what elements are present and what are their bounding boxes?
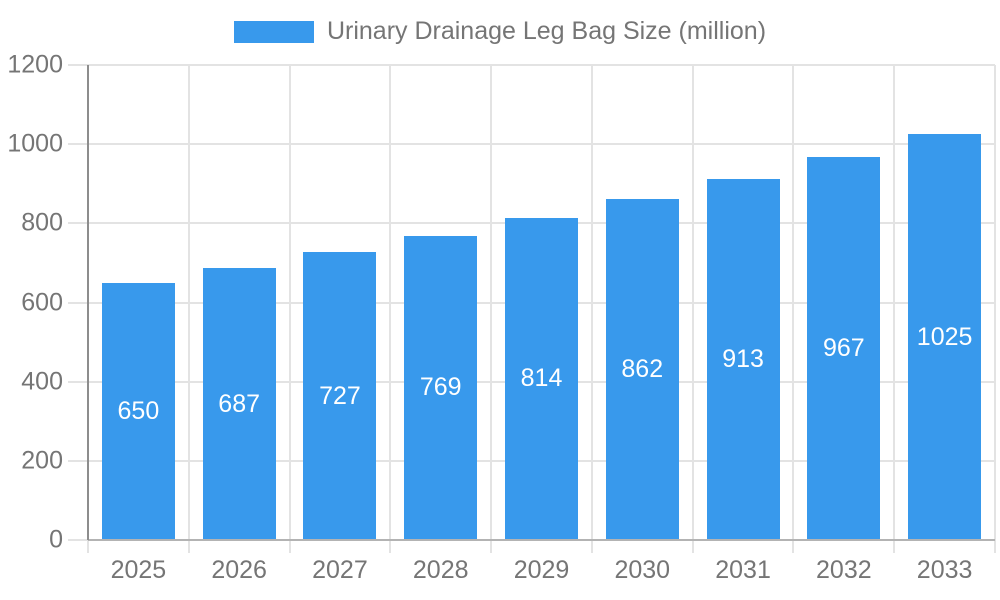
x-axis-label: 2026 (211, 556, 267, 584)
x-axis-label: 2025 (110, 556, 167, 584)
x-axis-label: 2031 (715, 556, 771, 584)
x-gridline (288, 65, 291, 540)
x-axis-tick (893, 540, 896, 553)
y-axis-tick (68, 64, 88, 66)
y-axis-label: 1200 (7, 50, 63, 79)
bar-2026[interactable]: 687 (202, 268, 276, 540)
x-axis-label: 2027 (312, 556, 368, 584)
bar-value-label: 862 (621, 354, 664, 383)
x-axis-label: 2032 (816, 556, 872, 584)
y-axis-label: 200 (21, 446, 63, 475)
x-axis-tick (87, 540, 89, 553)
x-axis-label: 2030 (614, 556, 671, 584)
bar-2025[interactable]: 650 (101, 282, 175, 540)
legend-label[interactable]: Urinary Drainage Leg Bag Size (million) (326, 17, 767, 45)
bar-value-label: 1025 (916, 322, 973, 351)
bar-2032[interactable]: 967 (807, 157, 881, 540)
x-gridline (590, 65, 593, 540)
y-axis-tick (68, 459, 88, 462)
y-axis-tick (68, 143, 88, 146)
y-axis-label: 600 (21, 288, 63, 316)
x-gridline (792, 65, 795, 540)
bar-value-label: 769 (419, 373, 462, 402)
x-axis-tick (389, 540, 392, 553)
x-gridline (691, 65, 694, 540)
y-gridline (88, 64, 995, 66)
bar-2031[interactable]: 913 (706, 178, 780, 540)
bar-2033[interactable]: 1025 (908, 134, 982, 540)
bar-value-label: 913 (722, 344, 764, 373)
x-axis-tick (691, 540, 694, 553)
x-axis-tick (490, 540, 493, 553)
legend-swatch-icon[interactable] (233, 20, 314, 43)
bar-2027[interactable]: 727 (303, 252, 377, 540)
y-axis-line (87, 65, 89, 540)
y-axis-label: 1000 (7, 129, 63, 158)
x-axis-baseline (88, 539, 995, 541)
bar-value-label: 687 (218, 389, 261, 418)
x-gridline (187, 65, 190, 540)
x-axis-tick (792, 540, 795, 553)
y-axis-tick (68, 222, 88, 225)
y-axis-label: 800 (21, 208, 63, 237)
y-axis-label: 400 (21, 367, 63, 396)
bar-value-label: 967 (822, 334, 865, 363)
y-axis-tick (68, 301, 88, 304)
y-axis-label: 0 (49, 525, 63, 554)
legend: Urinary Drainage Leg Bag Size (million) (0, 19, 1000, 44)
bar-value-label: 727 (319, 381, 361, 410)
x-axis-label: 2029 (513, 556, 570, 584)
x-axis-tick (187, 540, 190, 553)
x-gridline (389, 65, 392, 540)
x-gridline (893, 65, 896, 540)
bar-2030[interactable]: 862 (605, 198, 679, 540)
x-axis-tick (590, 540, 593, 553)
x-gridline (994, 65, 996, 540)
y-gridline (88, 143, 995, 146)
y-axis-tick (68, 380, 88, 383)
x-axis-label: 2033 (916, 556, 973, 584)
x-axis-label: 2028 (412, 556, 469, 584)
x-axis-tick (288, 540, 291, 553)
x-axis-tick (994, 540, 996, 553)
bar-value-label: 650 (117, 396, 160, 425)
x-gridline (490, 65, 493, 540)
y-axis-tick (68, 539, 88, 541)
bar-value-label: 814 (520, 364, 563, 393)
bar-2028[interactable]: 769 (404, 235, 478, 540)
bar-2029[interactable]: 814 (505, 217, 578, 540)
